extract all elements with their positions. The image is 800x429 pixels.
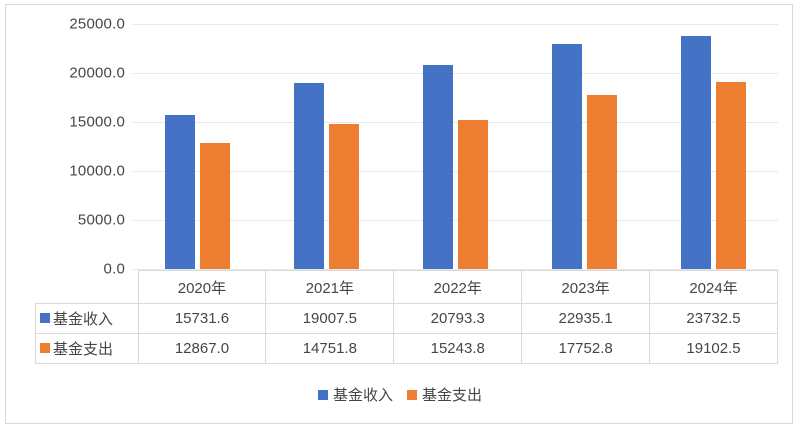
data-table: 2020年 2021年 2022年 2023年 2024年基金收入 15731.6 1900… bbox=[35, 270, 778, 364]
table-cell: 19007.5 bbox=[265, 303, 395, 334]
chart-legend: 基金收入 基金支出 bbox=[0, 384, 800, 405]
bar-group bbox=[133, 24, 262, 269]
y-axis: 0.0 5000.0 10000.0 15000.0 20000.0 25000.0 bbox=[0, 16, 125, 278]
legend-item[interactable]: 基金支出 bbox=[407, 384, 482, 405]
table-row-label: 基金支出 bbox=[53, 341, 114, 358]
y-axis-tick-label: 15000.0 bbox=[69, 113, 125, 131]
bar-expense[interactable] bbox=[587, 95, 617, 269]
gridline bbox=[133, 269, 778, 270]
orange-square-marker bbox=[40, 343, 50, 353]
table-column-header: 2021年 bbox=[265, 270, 395, 304]
table-column-header: 2022年 bbox=[393, 270, 523, 304]
bar-income[interactable] bbox=[423, 65, 453, 269]
blue-square-marker bbox=[40, 313, 50, 323]
blue-square-marker bbox=[317, 389, 328, 400]
table-cell: 17752.8 bbox=[521, 333, 651, 364]
table-row-header: 基金收入 bbox=[35, 303, 139, 334]
bar-income[interactable] bbox=[552, 44, 582, 269]
y-axis-tick-label: 10000.0 bbox=[69, 162, 125, 180]
table-row: 基金支出 12867.0 14751.8 15243.8 17752.8 19102.5 bbox=[35, 333, 778, 364]
gridline bbox=[133, 73, 778, 74]
bar-group bbox=[391, 24, 520, 269]
table-cell: 15243.8 bbox=[393, 333, 523, 364]
orange-square-marker bbox=[407, 389, 417, 400]
legend-item[interactable]: 基金收入 bbox=[317, 384, 393, 405]
table-cell: 22935.1 bbox=[521, 303, 651, 334]
gridline bbox=[133, 24, 778, 25]
table-column-header: 2023年 bbox=[521, 270, 651, 304]
table-column-header: 2024年 bbox=[649, 270, 778, 304]
bar-group bbox=[649, 24, 778, 269]
gridline bbox=[133, 220, 778, 221]
table-cell: 15731.6 bbox=[137, 303, 267, 334]
table-cell: 14751.8 bbox=[265, 333, 395, 364]
gridline bbox=[133, 171, 778, 172]
y-axis-tick-label: 20000.0 bbox=[69, 64, 125, 82]
table-row-label: 基金收入 bbox=[53, 311, 114, 328]
table-corner-cell bbox=[35, 270, 139, 304]
bar-expense[interactable] bbox=[329, 124, 359, 269]
bar-expense[interactable] bbox=[716, 81, 746, 269]
legend-label: 基金收入 bbox=[332, 387, 393, 404]
table-header-row: 2020年 2021年 2022年 2023年 2024年 bbox=[35, 270, 778, 304]
bar-expense[interactable] bbox=[458, 119, 488, 269]
table-cell: 12867.0 bbox=[137, 333, 267, 364]
y-axis-tick-label: 25000.0 bbox=[69, 15, 125, 33]
table-row-header: 基金支出 bbox=[35, 333, 139, 364]
table-cell: 20793.3 bbox=[393, 303, 523, 334]
bar-income[interactable] bbox=[294, 82, 324, 269]
y-axis-tick-label: 5000.0 bbox=[77, 211, 125, 229]
gridline bbox=[133, 122, 778, 123]
bar-income[interactable] bbox=[165, 114, 195, 269]
table-cell: 19102.5 bbox=[649, 333, 778, 364]
bar-expense[interactable] bbox=[200, 142, 230, 269]
table-column-header: 2020年 bbox=[137, 270, 267, 304]
bar-group bbox=[520, 24, 649, 269]
bar-group bbox=[262, 24, 391, 269]
table-cell: 23732.5 bbox=[649, 303, 778, 334]
bar-income[interactable] bbox=[681, 36, 711, 269]
legend-label: 基金支出 bbox=[422, 387, 483, 404]
table-row: 基金收入 15731.6 19007.5 20793.3 22935.1 23732.5 bbox=[35, 303, 778, 334]
plot-area bbox=[133, 24, 778, 270]
